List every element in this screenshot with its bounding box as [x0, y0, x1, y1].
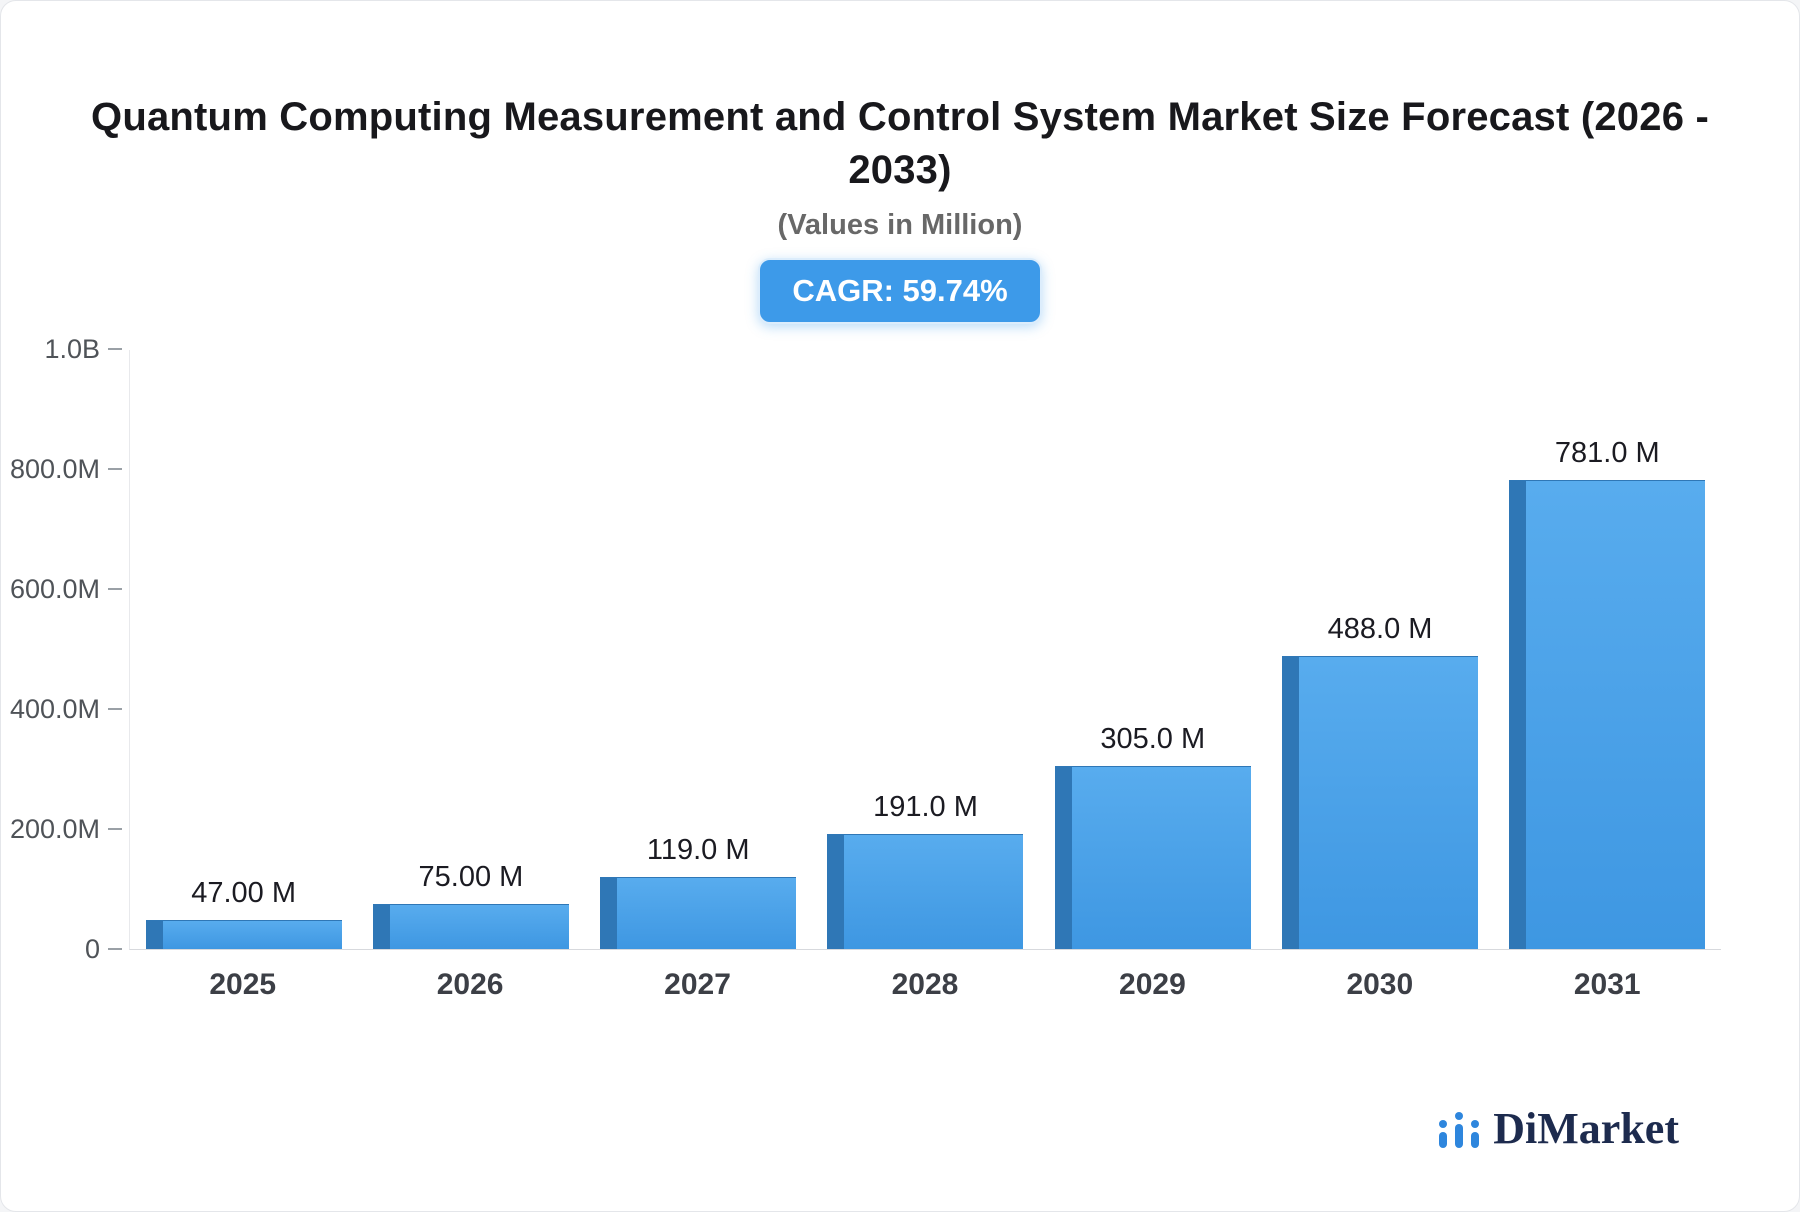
bar-value-label: 305.0 M: [1100, 722, 1206, 755]
y-axis-tick-label: 200.0M: [9, 813, 100, 844]
bar-group: 781.0 M: [1494, 437, 1721, 949]
bar-value-label: 75.00 M: [418, 860, 524, 893]
bar-side-face: [827, 834, 845, 949]
bar-2028[interactable]: [827, 834, 1024, 949]
bar-group: 191.0 M: [812, 791, 1039, 949]
y-axis-tick-mark: [108, 827, 122, 830]
cagr-badge-wrap: CAGR: 59.74%: [1, 257, 1799, 324]
x-axis-label: 2026: [436, 967, 504, 1001]
bar-2031[interactable]: [1509, 480, 1706, 949]
y-axis-tick-label: 1.0B: [44, 333, 100, 364]
y-axis-tick-mark: [108, 467, 122, 470]
bar-front-face: [844, 834, 1024, 949]
bar-side-face: [145, 920, 163, 949]
bar-group: 119.0 M: [585, 834, 812, 949]
page-title: Quantum Computing Measurement and Contro…: [91, 95, 1709, 192]
bar-chart-icon: [1439, 1112, 1480, 1148]
bar-2029[interactable]: [1054, 765, 1251, 949]
x-axis-label: 2027: [664, 967, 731, 1001]
y-axis-tick-label: 600.0M: [9, 573, 100, 604]
bar-front-face: [1526, 480, 1706, 949]
x-axis-labels: 2025 2026 2027 2028 2029 2030 2031: [129, 968, 1721, 1002]
y-axis-tick-mark: [108, 947, 122, 950]
bar-side-face: [1509, 480, 1527, 949]
cagr-badge: CAGR: 59.74%: [758, 257, 1042, 324]
y-axis-tick-mark: [108, 347, 122, 350]
x-axis-label: 2029: [1119, 967, 1186, 1001]
y-axis-tick-label: 400.0M: [9, 693, 100, 724]
chart: 47.00 M 75.00 M 119.0 M 191.0 M 305.0 M 488.0…: [1, 335, 1799, 1002]
bar-front-face: [389, 903, 569, 949]
bar-2027[interactable]: [600, 877, 797, 949]
bar-side-face: [372, 903, 390, 949]
bar-2025[interactable]: [145, 920, 342, 949]
bar-side-face: [600, 877, 618, 949]
bar-value-label: 488.0 M: [1327, 612, 1433, 645]
y-axis-tick-label: 800.0M: [9, 453, 100, 484]
bar-front-face: [1071, 765, 1251, 949]
bar-value-label: 47.00 M: [191, 877, 297, 910]
bars-row: 47.00 M 75.00 M 119.0 M 191.0 M 305.0 M 488.0…: [130, 350, 1721, 949]
brand-logo-text: DiMarket: [1493, 1104, 1679, 1153]
x-axis-label: 2030: [1346, 967, 1414, 1001]
bar-value-label: 781.0 M: [1554, 437, 1660, 469]
bar-front-face: [1299, 655, 1479, 949]
bar-value-label: 119.0 M: [646, 834, 750, 867]
bar-front-face: [617, 877, 797, 949]
bar-side-face: [1282, 655, 1300, 949]
y-axis-tick-mark: [108, 587, 122, 590]
y-axis-tick-label: 0: [84, 933, 100, 964]
x-axis-label: 2025: [209, 967, 277, 1001]
chart-header: Quantum Computing Measurement and Contro…: [1, 1, 1799, 324]
bar-group: 488.0 M: [1266, 613, 1493, 949]
bar-value-label: 191.0 M: [873, 791, 978, 823]
bar-group: 75.00 M: [357, 861, 584, 949]
bar-front-face: [162, 920, 342, 949]
brand-logo: DiMarket: [1435, 1103, 1679, 1151]
bar-group: 47.00 M: [130, 877, 357, 949]
bar-2030[interactable]: [1282, 655, 1479, 949]
x-axis-label: 2031: [1573, 967, 1641, 1001]
chart-subtitle: (Values in Million): [777, 208, 1023, 241]
y-axis-tick-mark: [108, 707, 122, 710]
plot-area: 47.00 M 75.00 M 119.0 M 191.0 M 305.0 M 488.0…: [10, 335, 1721, 963]
bar-2026[interactable]: [372, 903, 569, 949]
bar-side-face: [1054, 765, 1072, 949]
bar-group: 305.0 M: [1039, 723, 1266, 949]
x-axis-label: 2028: [891, 967, 959, 1001]
